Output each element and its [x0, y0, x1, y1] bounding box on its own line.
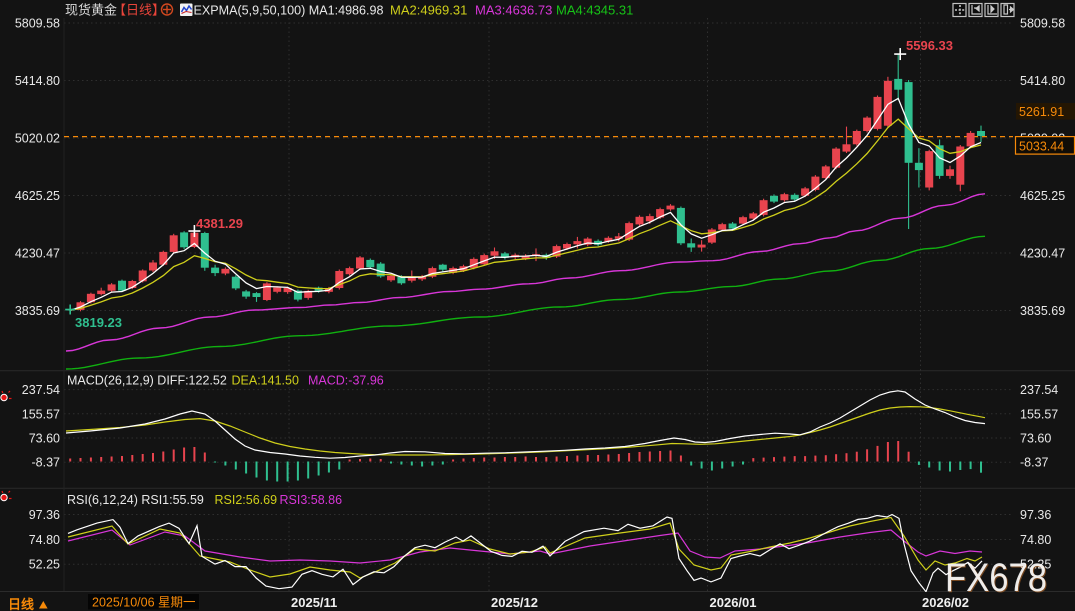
svg-text:3835.69: 3835.69 [1020, 304, 1065, 318]
svg-text:MACD(26,12,9) DIFF:122.52: MACD(26,12,9) DIFF:122.52 [67, 374, 227, 388]
svg-text:FX678: FX678 [946, 557, 1048, 601]
svg-text:2025/10/06 星期一: 2025/10/06 星期一 [92, 596, 196, 610]
svg-text:74.80: 74.80 [29, 533, 60, 547]
svg-text:52.25: 52.25 [1020, 558, 1051, 572]
svg-text:237.54: 237.54 [22, 383, 60, 397]
svg-text:73.60: 73.60 [29, 432, 60, 446]
svg-text:155.57: 155.57 [22, 407, 60, 421]
svg-text:5414.80: 5414.80 [15, 74, 60, 88]
svg-text:3835.69: 3835.69 [15, 304, 60, 318]
svg-text:DEA:141.50: DEA:141.50 [232, 374, 299, 388]
svg-text:EXPMA(5,9,50,100) MA1:4986.98: EXPMA(5,9,50,100) MA1:4986.98 [194, 3, 384, 18]
svg-text:2025/11: 2025/11 [291, 595, 337, 610]
svg-text:4230.47: 4230.47 [1020, 246, 1065, 260]
svg-text:4625.25: 4625.25 [15, 189, 60, 203]
svg-text:MA2:4969.31: MA2:4969.31 [390, 3, 467, 18]
svg-text:5020.02: 5020.02 [15, 131, 60, 145]
svg-text:237.54: 237.54 [1020, 383, 1058, 397]
svg-text:MA3:4636.73: MA3:4636.73 [475, 3, 552, 18]
svg-text:155.57: 155.57 [1020, 407, 1058, 421]
svg-text:MACD:-37.96: MACD:-37.96 [308, 374, 384, 388]
svg-text:5809.58: 5809.58 [1020, 17, 1065, 31]
svg-text:RSI2:56.69: RSI2:56.69 [215, 493, 278, 507]
svg-text:5033.44: 5033.44 [1019, 140, 1064, 154]
svg-text:-8.37: -8.37 [32, 456, 61, 470]
svg-text:74.80: 74.80 [1020, 533, 1051, 547]
svg-text:5414.80: 5414.80 [1020, 74, 1065, 88]
svg-text:97.36: 97.36 [29, 508, 60, 522]
svg-text:现货黄金: 现货黄金 [65, 3, 117, 18]
svg-text:52.25: 52.25 [29, 558, 60, 572]
svg-text:RSI3:58.86: RSI3:58.86 [280, 493, 343, 507]
svg-text:-8.37: -8.37 [1020, 456, 1049, 470]
svg-text:RSI(6,12,24) RSI1:55.59: RSI(6,12,24) RSI1:55.59 [67, 493, 204, 507]
svg-text:2026/01: 2026/01 [710, 595, 757, 610]
svg-text:5596.33: 5596.33 [906, 38, 953, 53]
svg-text:3819.23: 3819.23 [75, 315, 122, 330]
svg-text:5261.91: 5261.91 [1019, 105, 1064, 119]
svg-text:【日线】: 【日线】 [113, 3, 165, 18]
svg-text:4381.29: 4381.29 [196, 216, 243, 231]
svg-text:MA4:4345.31: MA4:4345.31 [556, 3, 633, 18]
svg-text:5809.58: 5809.58 [15, 17, 60, 31]
svg-text:4625.25: 4625.25 [1020, 189, 1065, 203]
svg-text:日线: 日线 [8, 597, 34, 611]
svg-text:4230.47: 4230.47 [15, 246, 60, 260]
svg-text:2026/02: 2026/02 [922, 595, 969, 610]
svg-text:97.36: 97.36 [1020, 508, 1051, 522]
svg-text:73.60: 73.60 [1020, 432, 1051, 446]
svg-text:2025/12: 2025/12 [491, 595, 538, 610]
svg-text:FX678: FX678 [945, 556, 1047, 600]
